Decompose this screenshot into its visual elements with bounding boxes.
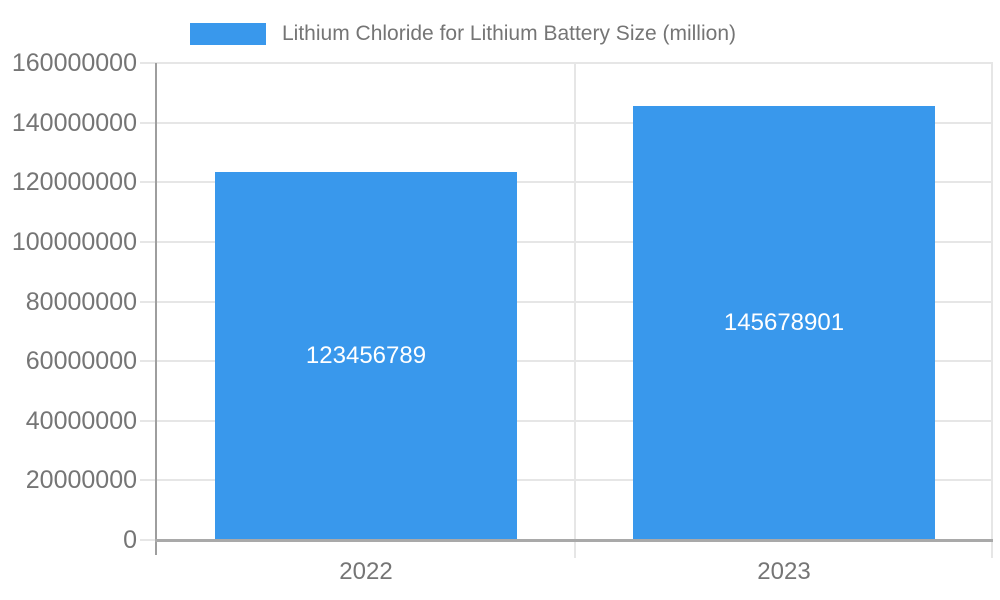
bar[interactable] [633, 106, 935, 539]
bar[interactable] [215, 172, 517, 539]
x-axis-line [155, 539, 993, 542]
legend-swatch [190, 23, 266, 45]
y-tick-label: 80000000 [25, 288, 137, 316]
y-tick-label: 140000000 [11, 109, 137, 137]
y-tick-label: 40000000 [25, 407, 137, 435]
v-gridline [574, 63, 576, 558]
x-tick-label: 2023 [757, 558, 811, 585]
y-tick-label: 20000000 [25, 466, 137, 494]
y-tick [140, 360, 157, 362]
legend-label: Lithium Chloride for Lithium Battery Siz… [282, 22, 736, 45]
y-tick [140, 122, 157, 124]
bar-value-label: 145678901 [723, 309, 845, 336]
x-tick-label: 2022 [339, 558, 393, 585]
plot-right-border [991, 63, 993, 558]
y-tick-label: 60000000 [25, 347, 137, 375]
y-tick [140, 539, 157, 541]
bar-value-label: 123456789 [305, 342, 427, 369]
y-axis-line [155, 63, 157, 555]
y-tick-label: 160000000 [11, 49, 137, 77]
y-tick [140, 301, 157, 303]
y-tick-label: 120000000 [11, 168, 137, 196]
y-tick [140, 241, 157, 243]
y-tick-label: 0 [123, 526, 137, 554]
y-tick [140, 479, 157, 481]
y-tick [140, 181, 157, 183]
y-tick [140, 62, 157, 64]
y-tick [140, 420, 157, 422]
y-tick-label: 100000000 [11, 228, 137, 256]
chart-legend[interactable]: Lithium Chloride for Lithium Battery Siz… [190, 18, 736, 50]
